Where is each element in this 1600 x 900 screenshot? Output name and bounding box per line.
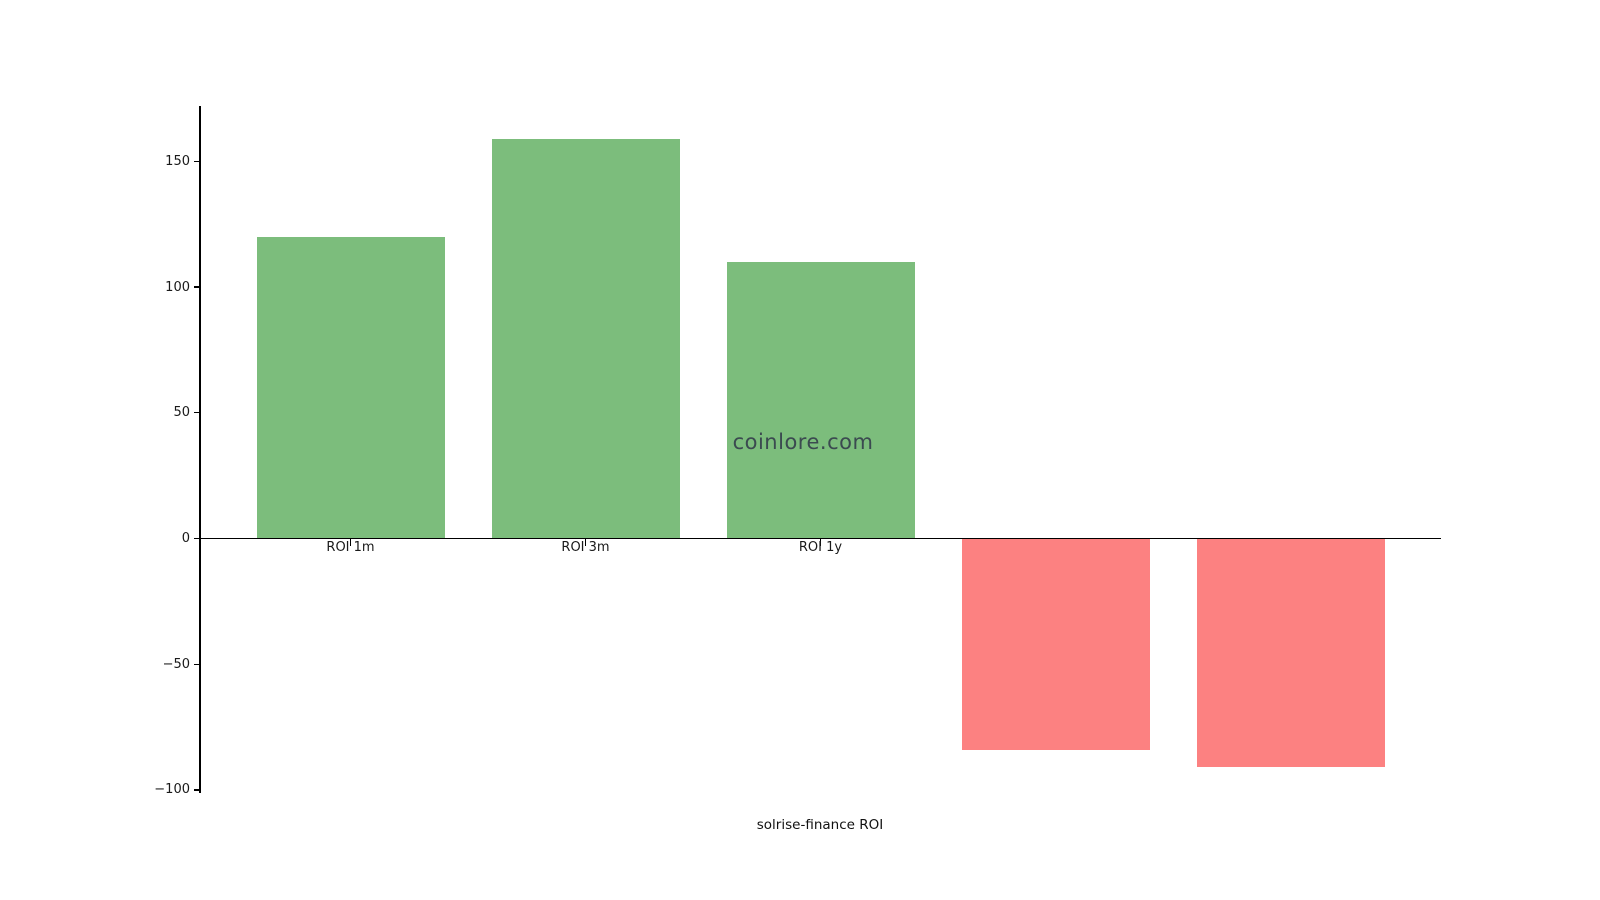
x-tick-mark [349,538,352,546]
watermark-text: coinlore.com [732,430,874,454]
bar-roi-1y [726,261,915,539]
y-tick-label: 50 [173,405,190,421]
y-tick-mark [194,663,200,665]
y-tick-mark [194,789,200,791]
x-tick-label: ROI 1m [326,540,375,555]
x-tick-label: ROI 3m [561,540,610,555]
y-tick-label: −100 [154,782,190,798]
y-tick-label: 0 [181,531,190,546]
bar-roi-3m [491,138,680,539]
x-tick-label: ROI 1y [798,540,843,555]
y-tick-mark [194,160,200,163]
y-tick-label: 150 [165,153,190,169]
y-tick-label: −50 [162,656,190,672]
x-tick-mark [584,538,587,546]
x-tick-mark [819,538,822,546]
y-tick-mark [194,286,200,288]
y-tick-label: 100 [165,279,190,295]
bar-unlabeled-5 [1196,538,1385,768]
chart-title: solrise-finance ROI [756,817,884,833]
bar-roi-1m [256,236,445,539]
y-tick-mark [194,537,200,540]
bar-unlabeled-4 [961,538,1150,750]
y-tick-mark [194,412,200,414]
y-axis-spine [199,106,201,793]
x-axis-line [200,537,1441,540]
